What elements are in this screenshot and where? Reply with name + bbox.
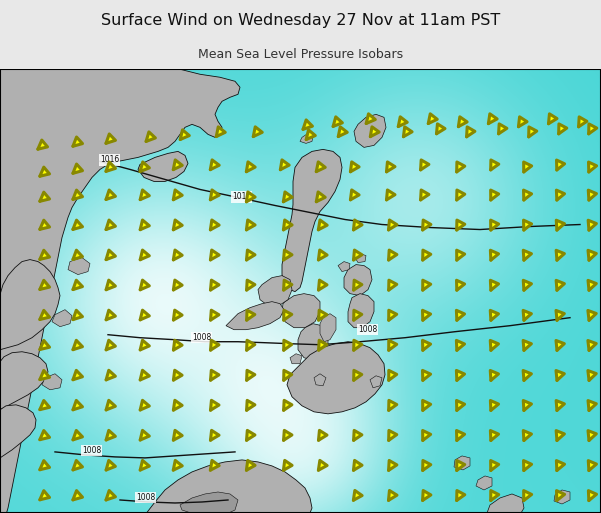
Text: 1008: 1008 (82, 446, 101, 455)
Polygon shape (314, 374, 326, 386)
Polygon shape (138, 151, 188, 182)
Polygon shape (0, 405, 36, 458)
Polygon shape (258, 275, 292, 306)
Polygon shape (370, 376, 382, 388)
Polygon shape (42, 374, 62, 390)
Polygon shape (0, 352, 48, 410)
Text: 1008: 1008 (136, 493, 155, 502)
Polygon shape (320, 313, 336, 342)
Text: Surface Wind on Wednesday 27 Nov at 11am PST: Surface Wind on Wednesday 27 Nov at 11am… (101, 13, 500, 28)
Polygon shape (282, 293, 320, 328)
Polygon shape (338, 262, 350, 271)
Text: 1016: 1016 (232, 192, 251, 202)
Polygon shape (282, 149, 342, 291)
Polygon shape (487, 494, 524, 513)
Text: 1008: 1008 (358, 325, 377, 333)
Polygon shape (344, 265, 372, 295)
Polygon shape (180, 492, 238, 513)
Polygon shape (554, 490, 570, 504)
Polygon shape (355, 253, 366, 263)
Polygon shape (0, 260, 60, 350)
Polygon shape (348, 293, 374, 328)
Text: Mean Sea Level Pressure Isobars: Mean Sea Level Pressure Isobars (198, 48, 403, 61)
Polygon shape (300, 133, 313, 143)
Polygon shape (52, 310, 72, 327)
Polygon shape (290, 354, 302, 364)
Polygon shape (476, 476, 492, 490)
Polygon shape (298, 324, 328, 360)
Polygon shape (226, 302, 284, 330)
Polygon shape (287, 342, 385, 414)
Polygon shape (140, 460, 312, 513)
Polygon shape (354, 114, 386, 147)
Text: 1016: 1016 (100, 155, 119, 164)
Polygon shape (0, 69, 240, 513)
Polygon shape (454, 456, 470, 470)
Polygon shape (68, 258, 90, 274)
Text: 1008: 1008 (192, 333, 211, 342)
